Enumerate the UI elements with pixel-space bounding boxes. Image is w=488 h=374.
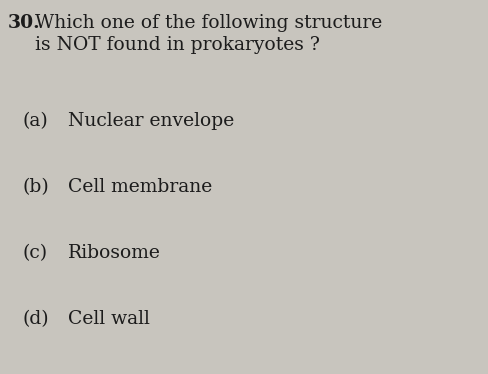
Text: is NOT found in prokaryotes ?: is NOT found in prokaryotes ?: [35, 36, 320, 54]
Text: 30.: 30.: [8, 14, 41, 32]
Text: (b): (b): [22, 178, 49, 196]
Text: Cell wall: Cell wall: [68, 310, 150, 328]
Text: (d): (d): [22, 310, 49, 328]
Text: Cell membrane: Cell membrane: [68, 178, 212, 196]
Text: (c): (c): [22, 244, 47, 262]
Text: Which one of the following structure: Which one of the following structure: [35, 14, 382, 32]
Text: Ribosome: Ribosome: [68, 244, 161, 262]
Text: (a): (a): [22, 112, 48, 130]
Text: Nuclear envelope: Nuclear envelope: [68, 112, 234, 130]
